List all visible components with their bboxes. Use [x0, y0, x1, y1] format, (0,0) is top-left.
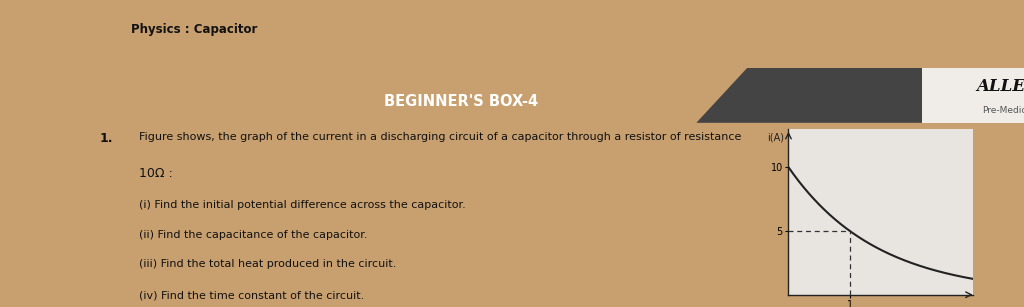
- FancyBboxPatch shape: [922, 68, 1024, 123]
- Text: 1.: 1.: [99, 132, 113, 145]
- Text: Pre-Medical: Pre-Medical: [982, 106, 1024, 115]
- Text: ALLEN: ALLEN: [977, 78, 1024, 95]
- Text: 10Ω :: 10Ω :: [139, 167, 172, 180]
- Text: Physics : Capacitor: Physics : Capacitor: [131, 23, 257, 36]
- Text: (ii) Find the capacitance of the capacitor.: (ii) Find the capacitance of the capacit…: [139, 230, 368, 240]
- Text: (iii) Find the total heat produced in the circuit.: (iii) Find the total heat produced in th…: [139, 259, 396, 269]
- Text: Figure shows, the graph of the current in a discharging circuit of a capacitor t: Figure shows, the graph of the current i…: [139, 132, 741, 142]
- Text: (i) Find the initial potential difference across the capacitor.: (i) Find the initial potential differenc…: [139, 200, 466, 210]
- Polygon shape: [696, 68, 952, 123]
- Text: i(A): i(A): [767, 132, 784, 142]
- Text: BEGINNER'S BOX-4: BEGINNER'S BOX-4: [384, 94, 538, 109]
- Text: (iv) Find the time constant of the circuit.: (iv) Find the time constant of the circu…: [139, 290, 364, 301]
